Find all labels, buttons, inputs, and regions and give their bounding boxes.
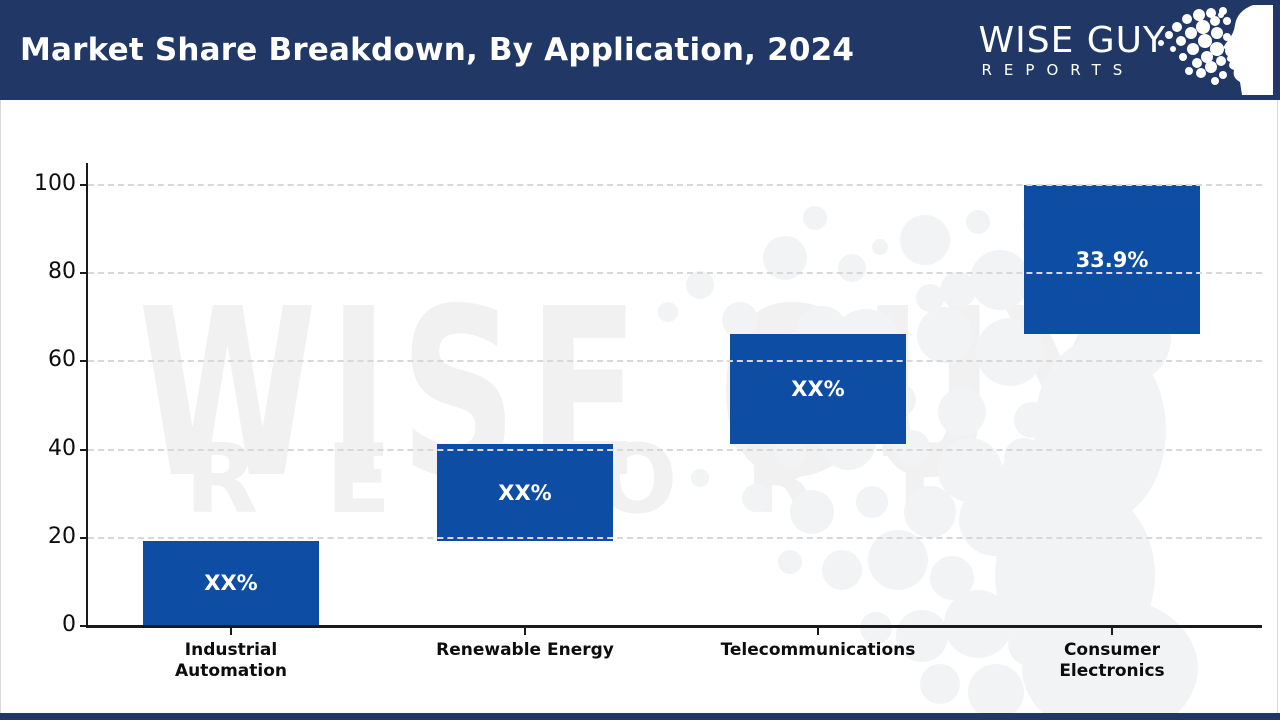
category-label: Consumer Electronics [992, 640, 1232, 682]
y-axis-tick [80, 448, 88, 451]
x-axis-tick [230, 628, 232, 635]
y-axis-tick-label: 20 [48, 523, 76, 549]
y-gridline [88, 536, 1262, 539]
y-axis-tick-label: 100 [34, 171, 76, 196]
y-axis-line [86, 163, 88, 628]
x-axis-tick [1111, 628, 1113, 635]
category-label-line: Automation [175, 661, 287, 681]
page-title: Market Share Breakdown, By Application, … [20, 32, 855, 68]
y-axis-tick-label: 0 [62, 612, 76, 637]
category-label: Industrial Automation [111, 640, 351, 682]
y-gridline [88, 184, 1262, 186]
logo-wordmark: WISE GUY [978, 19, 1166, 61]
y-axis-tick-label: 60 [48, 347, 76, 373]
y-gridline [88, 272, 1262, 275]
logo-subtitle: REPORTS [981, 60, 1135, 79]
logo: WISE GUY REPORTS [979, 5, 1275, 95]
y-axis-tick [80, 272, 88, 275]
y-axis-tick [80, 536, 88, 539]
waterfall-bar: XX% [143, 540, 319, 626]
logo-face-icon [1158, 5, 1273, 95]
logo-text: WISE GUY REPORTS [978, 19, 1167, 79]
bar-value-label: XX% [498, 480, 552, 505]
header: Market Share Breakdown, By Application, … [0, 0, 1280, 100]
category-label-line: Consumer [1063, 640, 1161, 660]
bar-value-label: XX% [791, 377, 845, 402]
category-label-line: Telecommunications [720, 640, 916, 660]
category-label-line: Renewable Energy [436, 640, 614, 660]
y-axis-tick-label: 40 [48, 435, 76, 461]
waterfall-bar: 33.9% [1024, 185, 1200, 335]
y-axis-tick [80, 360, 88, 363]
bar-value-label: 33.9% [1075, 247, 1149, 272]
x-axis-tick [817, 628, 819, 635]
category-label-line: Electronics [1059, 661, 1165, 681]
y-axis-tick-label: 80 [48, 259, 76, 285]
waterfall-bar: XX% [730, 334, 906, 445]
y-axis-tick [80, 625, 88, 627]
category-label: Telecommunications [698, 640, 938, 661]
bar-value-label: XX% [204, 571, 258, 596]
category-label-line: Industrial [184, 640, 278, 660]
y-axis-tick [80, 184, 88, 186]
y-gridline [88, 360, 1262, 363]
category-label: Renewable Energy [405, 640, 645, 661]
waterfall-bar: XX% [437, 444, 613, 541]
y-gridline [88, 448, 1262, 451]
x-axis-tick [524, 628, 526, 635]
footer-bar [0, 713, 1280, 720]
x-axis-line [86, 625, 1262, 628]
